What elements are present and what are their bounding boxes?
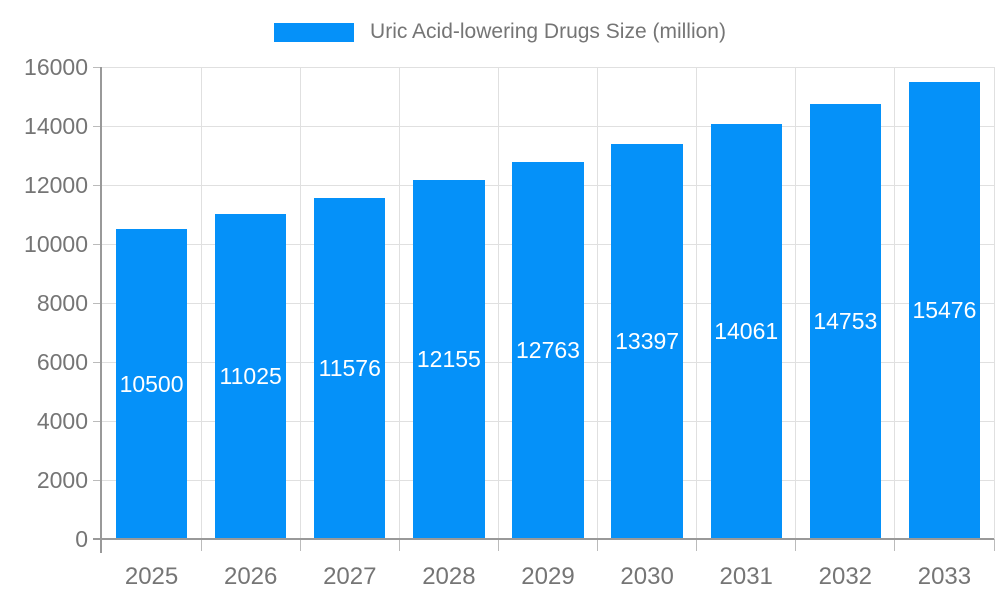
- y-tick-label: 2000: [36, 467, 88, 493]
- y-axis-tick: [93, 184, 101, 186]
- x-axis-tick: [597, 539, 599, 551]
- x-tick-label: 2032: [818, 563, 873, 590]
- x-axis-line: [93, 538, 994, 540]
- gridline-vertical: [398, 67, 400, 539]
- bar-value-label: 12763: [516, 337, 580, 364]
- x-tick-label: 2030: [620, 563, 674, 590]
- gridline-vertical: [597, 67, 599, 539]
- x-axis-tick: [696, 539, 698, 551]
- bar[interactable]: 14061: [710, 124, 782, 539]
- y-tick-label: 14000: [24, 113, 88, 139]
- bar[interactable]: 12155: [413, 180, 485, 539]
- gridline-vertical: [200, 67, 202, 539]
- y-axis-tick: [93, 66, 101, 68]
- x-tick-label: 2026: [223, 563, 278, 590]
- bar-value-label: 11576: [318, 354, 381, 381]
- y-tick-label: 6000: [36, 349, 88, 375]
- bar-value-label: 12155: [416, 346, 481, 373]
- x-axis-tick: [200, 539, 202, 551]
- legend[interactable]: Uric Acid-lowering Drugs Size (million): [0, 20, 1000, 44]
- bar-value-label: 13397: [615, 327, 680, 354]
- y-tick-label: 8000: [36, 290, 88, 316]
- x-tick-label: 2028: [422, 563, 476, 590]
- x-tick-label: 2033: [917, 563, 972, 590]
- x-axis-tick: [993, 539, 995, 551]
- x-axis-tick: [299, 539, 301, 551]
- bar-value-label: 14753: [813, 307, 878, 334]
- y-tick-label: 10000: [24, 231, 88, 257]
- gridline-vertical: [894, 67, 896, 539]
- bar[interactable]: 13397: [611, 143, 683, 539]
- x-tick-label: 2031: [719, 563, 773, 590]
- bar[interactable]: 14753: [809, 103, 881, 539]
- x-tick-label: 2027: [323, 563, 377, 590]
- y-tick-label: 0: [75, 526, 88, 552]
- x-tick-label: 2029: [521, 563, 575, 590]
- y-axis-tick: [93, 302, 101, 304]
- x-axis-tick: [398, 539, 400, 551]
- y-axis-tick: [93, 479, 101, 481]
- x-tick-label: 2025: [124, 563, 179, 590]
- plot-area: 0 2000 4000 6000 8000 10000 12000 14000 16000 105…: [24, 54, 995, 590]
- bar[interactable]: 15476: [908, 82, 981, 539]
- y-tick-label: 12000: [24, 172, 88, 198]
- bar-value-label: 10500: [119, 370, 184, 397]
- gridline-horizontal: [102, 125, 994, 127]
- x-axis-tick: [497, 539, 499, 551]
- legend-swatch[interactable]: [274, 22, 355, 42]
- gridline-vertical: [795, 67, 797, 539]
- bar[interactable]: 12763: [512, 162, 584, 539]
- gridline-vertical: [497, 67, 499, 539]
- x-axis-tick: [795, 539, 797, 551]
- y-axis-tick: [93, 420, 101, 422]
- gridline-vertical: [696, 67, 698, 539]
- y-tick-label: 16000: [24, 54, 88, 80]
- y-axis-tick: [93, 125, 101, 127]
- bar-value-label: 11025: [219, 362, 282, 389]
- x-axis-tick: [894, 539, 896, 551]
- y-axis-tick: [93, 361, 101, 363]
- legend-label: Uric Acid-lowering Drugs Size (million): [370, 20, 726, 43]
- bar[interactable]: 11576: [314, 197, 386, 539]
- y-axis-tick: [93, 243, 101, 245]
- y-tick-label: 4000: [36, 408, 88, 434]
- y-axis-line: [100, 67, 102, 553]
- bar-value-label: 14061: [714, 318, 779, 345]
- gridline-vertical: [993, 67, 995, 539]
- bar[interactable]: 11025: [214, 213, 287, 539]
- bar[interactable]: 10500: [115, 229, 188, 539]
- bar-value-label: 15476: [912, 297, 977, 324]
- gridline-vertical: [299, 67, 301, 539]
- gridline-horizontal: [102, 66, 994, 68]
